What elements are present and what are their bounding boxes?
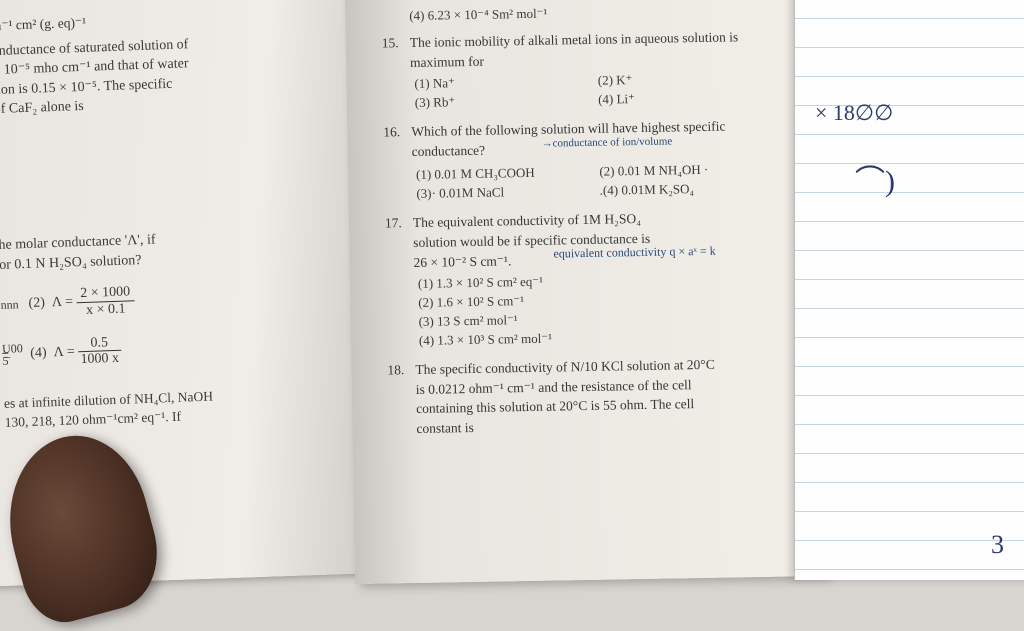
handwritten-doodle: ⌒)	[855, 156, 1024, 200]
q-number: 18.	[387, 360, 416, 439]
option: (4) 1.3 × 10³ S cm² mol⁻¹	[419, 326, 801, 349]
option: (2) 0.01 M NH₄OH ·	[599, 161, 783, 180]
left-paragraph-1: onductance of saturated solution of × 10…	[0, 30, 340, 120]
right-page: (4) 6.23 × 10⁻⁴ Sm² mol⁻¹ 15. The ionic …	[345, 0, 825, 584]
question-16: 16. Which of the following solution will…	[383, 116, 798, 206]
question-15: 15. The ionic mobility of alkali metal i…	[382, 26, 797, 114]
option: (3) Rb⁺	[415, 92, 599, 111]
question-17: 17. The equivalent conductivity of 1M H₂…	[385, 207, 801, 353]
handwritten-number: 3	[991, 530, 1004, 560]
notebook: × 18∅∅ ⌒) 3	[794, 0, 1024, 580]
handwritten-annotation: →conductance of ion/volume	[541, 136, 672, 150]
margin-nnn: nnn	[0, 296, 29, 312]
option: (4) Li⁺	[598, 89, 782, 108]
q-text: The ionic mobility of alkali metal ions …	[410, 26, 797, 72]
option: .(4) 0.01M K₂SO₄	[600, 180, 784, 199]
q-number: 16.	[383, 122, 412, 206]
q-number: 15.	[382, 33, 411, 115]
margin-u00: U00 5̄	[2, 342, 31, 367]
left-bottom-paragraph: es at infinite dilution of NH₄Cl, NaOH 1…	[4, 382, 351, 432]
top-option-4: (4) 6.23 × 10⁻⁴ Sm² mol⁻¹	[409, 0, 795, 25]
option: (3)· 0.01M NaCl	[416, 183, 600, 202]
q-number: 17.	[385, 213, 415, 352]
left-option-4: (4) Λ = 0.5 1000 x	[30, 335, 122, 370]
option: (1) 0.01 M CH₃COOH	[416, 164, 600, 183]
left-option-2: (2) Λ = 2 × 1000 x × 0.1	[28, 284, 135, 319]
question-18: 18. The specific conductivity of N/10 KC…	[387, 353, 802, 438]
option: (2) K⁺	[598, 70, 782, 89]
option: (1) Na⁺	[414, 73, 598, 92]
handwritten-note: × 18∅∅	[815, 100, 1024, 126]
